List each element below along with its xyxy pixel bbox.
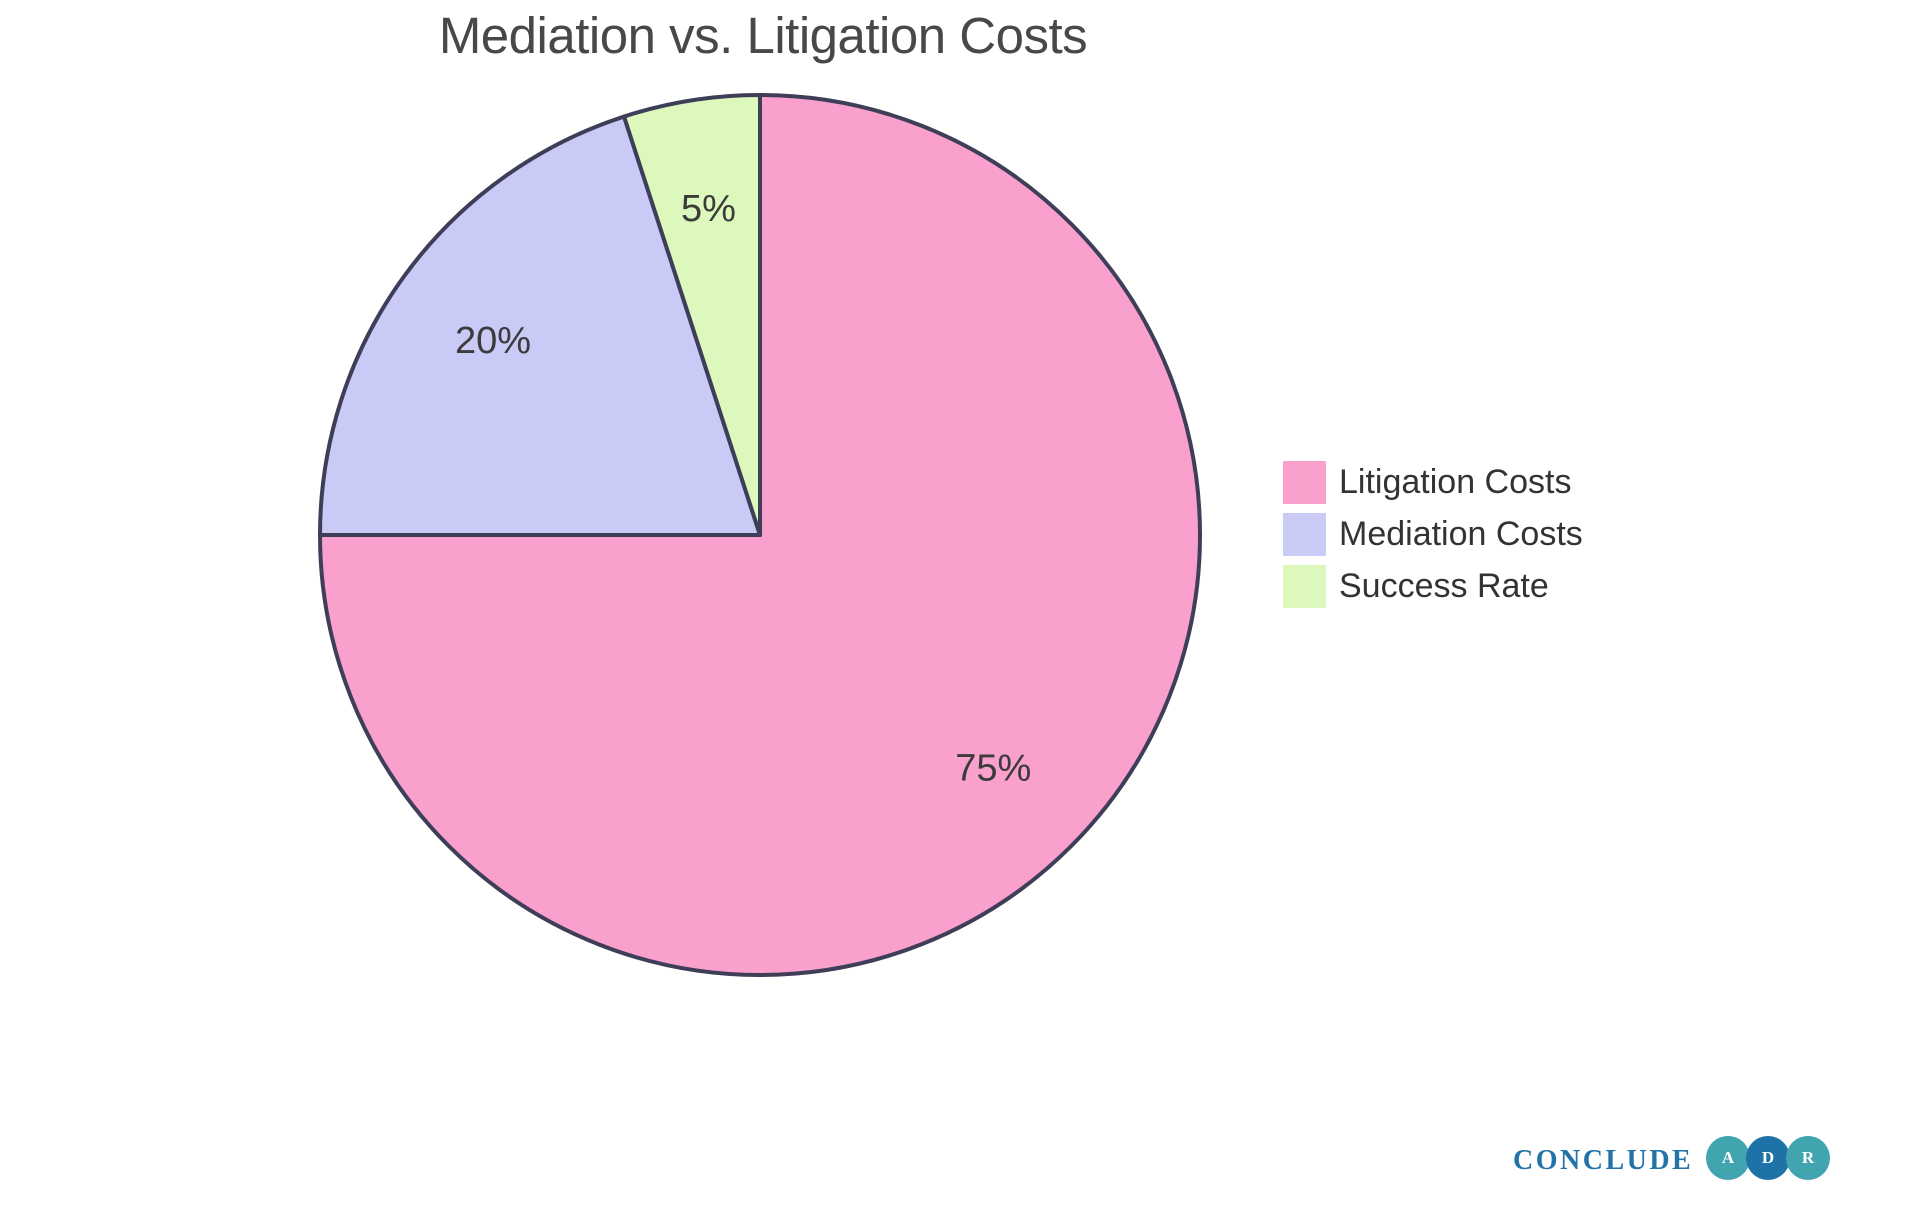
pie-slice-label: 20% <box>455 320 531 362</box>
conclude-adr-logo[interactable]: CONCLUDE A D R <box>1513 1132 1853 1187</box>
pie-slice-mediation-costs[interactable] <box>318 114 762 537</box>
legend-item-litigation-costs[interactable]: Litigation Costs <box>1283 461 1583 504</box>
legend-item-mediation-costs[interactable]: Mediation Costs <box>1283 513 1583 556</box>
logo-badge-a-icon: A <box>1706 1136 1750 1180</box>
pie-slice-litigation-costs[interactable] <box>318 93 1202 977</box>
chart-title: Mediation vs. Litigation Costs <box>438 7 1088 64</box>
legend-label: Litigation Costs <box>1339 463 1572 501</box>
pie-slice-success-rate[interactable] <box>622 93 762 537</box>
legend-swatch-success-rate <box>1283 565 1326 608</box>
pie-slice-label: 75% <box>955 747 1031 789</box>
logo-wordmark: CONCLUDE <box>1513 1145 1694 1176</box>
legend: Litigation Costs Mediation Costs Success… <box>1283 461 1583 617</box>
legend-swatch-litigation-costs <box>1283 461 1326 504</box>
logo-badge-r-icon: R <box>1786 1136 1830 1180</box>
pie-slice-label: 5% <box>681 188 736 230</box>
logo-badge-d-icon: D <box>1746 1136 1790 1180</box>
legend-label: Success Rate <box>1339 567 1549 605</box>
legend-label: Mediation Costs <box>1339 515 1583 553</box>
legend-item-success-rate[interactable]: Success Rate <box>1283 565 1583 608</box>
legend-swatch-mediation-costs <box>1283 513 1326 556</box>
